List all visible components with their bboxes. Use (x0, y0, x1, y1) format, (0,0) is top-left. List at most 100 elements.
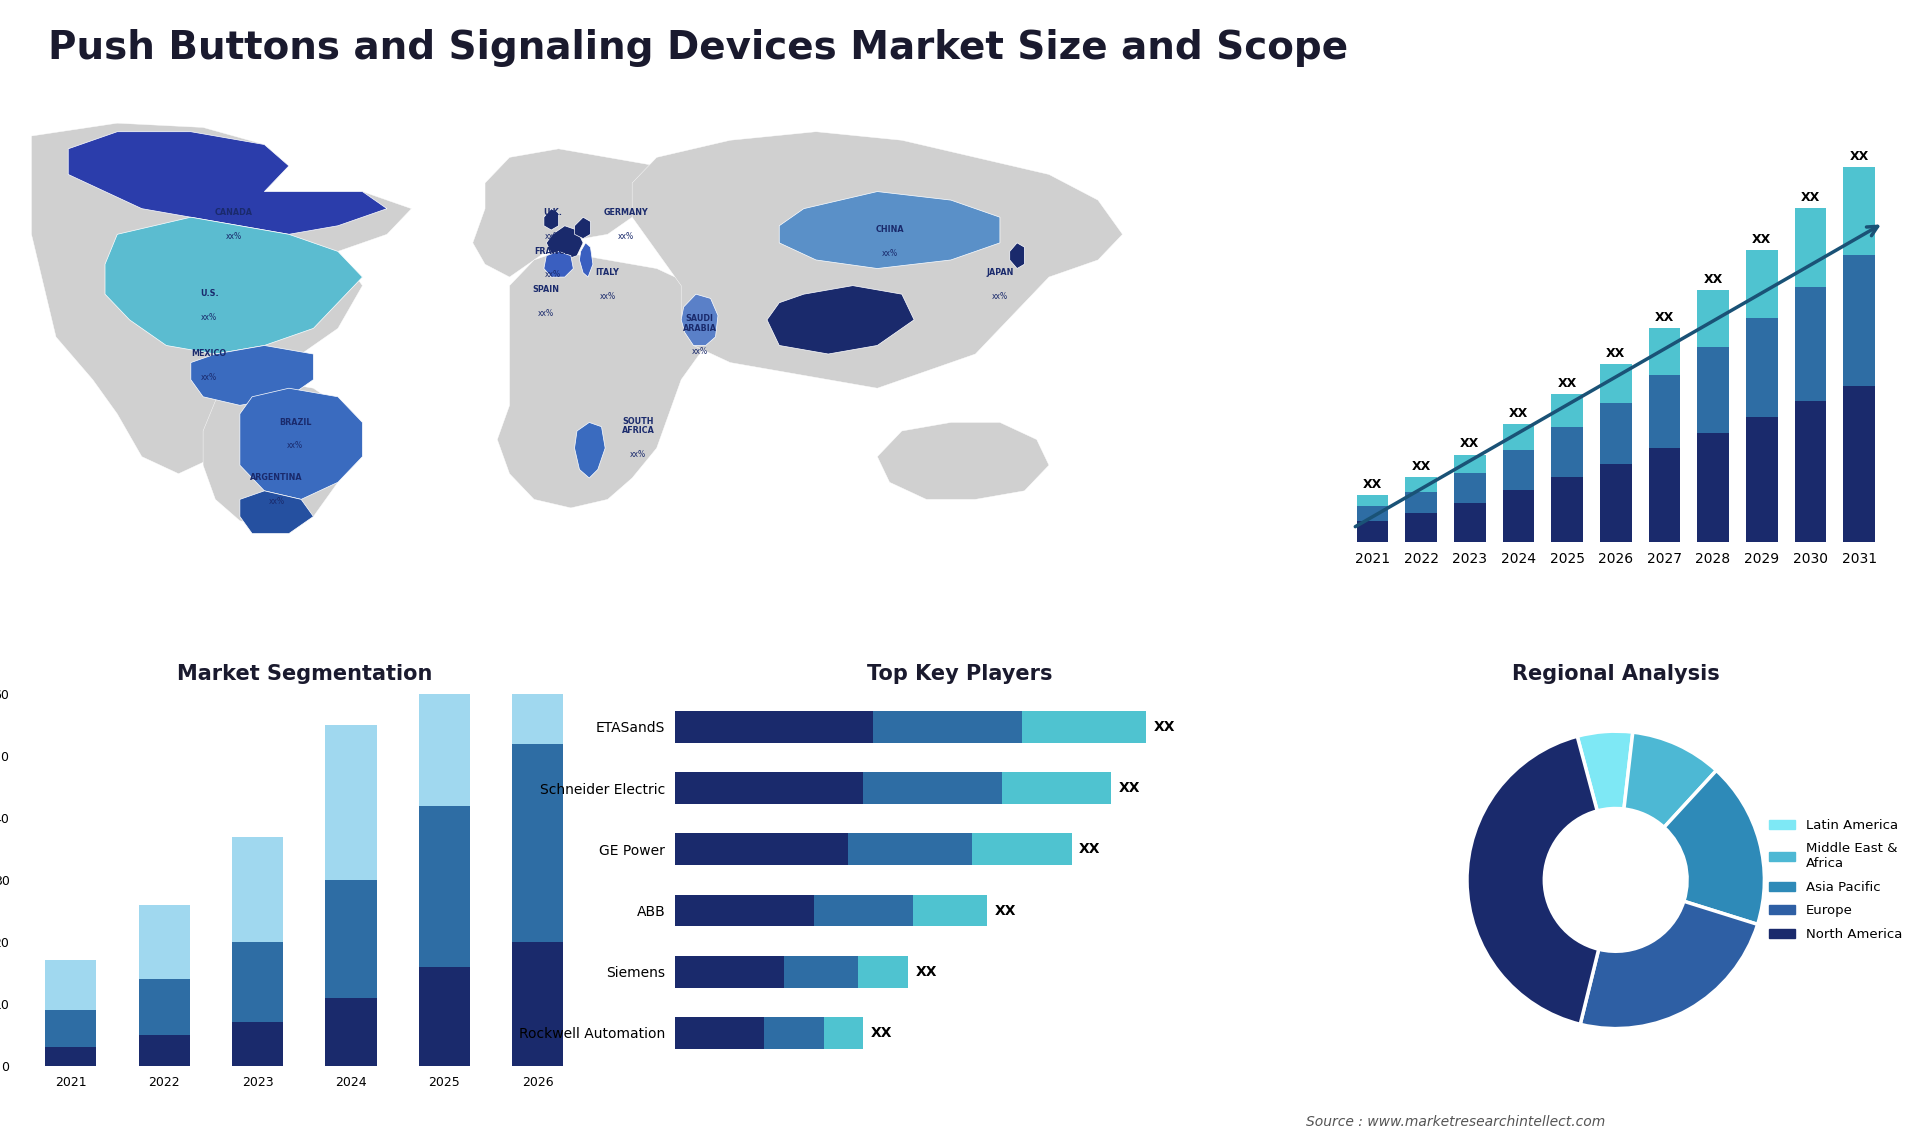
Bar (1453, 455, 1486, 473)
Polygon shape (497, 251, 707, 508)
Text: xx%: xx% (691, 347, 708, 356)
Title: Top Key Players: Top Key Players (868, 665, 1052, 684)
Bar (1453, 473, 1486, 502)
Text: xx%: xx% (202, 372, 217, 382)
Bar (1745, 317, 1778, 417)
Bar (419, 595, 470, 806)
Bar (874, 711, 1021, 743)
Bar (138, 979, 190, 1035)
Polygon shape (547, 226, 584, 260)
Text: XX: XX (1703, 273, 1722, 285)
Bar (764, 1017, 824, 1049)
Bar (676, 772, 864, 804)
Polygon shape (574, 218, 591, 238)
Bar (513, 744, 563, 942)
Text: xx%: xx% (202, 313, 217, 322)
Bar (1599, 403, 1632, 464)
Text: CANADA: CANADA (215, 209, 253, 218)
Bar (513, 484, 563, 744)
Text: XX: XX (1753, 233, 1772, 246)
Bar (419, 966, 470, 1066)
Bar (676, 1017, 764, 1049)
Text: xx%: xx% (630, 449, 647, 458)
Text: XX: XX (1655, 312, 1674, 324)
Bar (1745, 250, 1778, 317)
Bar (232, 1022, 284, 1066)
Text: Source : www.marketresearchintellect.com: Source : www.marketresearchintellect.com (1306, 1115, 1605, 1129)
Wedge shape (1624, 732, 1716, 827)
Text: CHINA: CHINA (876, 226, 904, 234)
Title: Regional Analysis: Regional Analysis (1511, 665, 1720, 684)
Polygon shape (1010, 243, 1025, 268)
Bar (513, 942, 563, 1066)
Bar (1599, 464, 1632, 542)
Text: ARGENTINA: ARGENTINA (250, 473, 303, 482)
Bar (1357, 505, 1388, 521)
Polygon shape (580, 243, 593, 277)
Bar (324, 725, 376, 880)
Bar (44, 1047, 96, 1066)
Bar (1697, 347, 1728, 433)
Polygon shape (69, 132, 388, 234)
Legend: Latin America, Middle East &
Africa, Asia Pacific, Europe, North America: Latin America, Middle East & Africa, Asi… (1764, 814, 1907, 947)
Text: xx%: xx% (618, 231, 634, 241)
Wedge shape (1580, 901, 1757, 1029)
Text: XX: XX (1459, 438, 1478, 450)
Bar (676, 711, 874, 743)
Text: XX: XX (916, 965, 937, 979)
Text: xx%: xx% (269, 497, 284, 505)
Bar (1649, 448, 1680, 542)
Bar (44, 1010, 96, 1047)
Bar (824, 1017, 864, 1049)
Bar (1551, 478, 1582, 542)
Bar (849, 833, 972, 865)
Text: xx%: xx% (227, 231, 242, 241)
Text: SPAIN: SPAIN (534, 285, 561, 295)
Bar (1843, 386, 1876, 542)
Polygon shape (31, 123, 411, 473)
Text: XX: XX (1557, 377, 1576, 390)
Text: XX: XX (1849, 150, 1868, 163)
Polygon shape (682, 295, 718, 345)
Text: XX: XX (872, 1026, 893, 1039)
Text: GERMANY: GERMANY (603, 209, 649, 218)
Text: xx%: xx% (881, 249, 899, 258)
Bar (1453, 502, 1486, 542)
Bar (232, 837, 284, 942)
Title: Market Segmentation: Market Segmentation (177, 665, 432, 684)
Text: BRAZIL: BRAZIL (278, 417, 311, 426)
Bar (44, 960, 96, 1010)
Text: xx%: xx% (599, 291, 616, 300)
Polygon shape (543, 251, 574, 277)
Text: XX: XX (1411, 461, 1430, 473)
Text: XX: XX (1363, 478, 1382, 490)
Text: SAUDI
ARABIA: SAUDI ARABIA (684, 314, 716, 332)
Bar (1021, 711, 1146, 743)
Bar (1503, 490, 1534, 542)
Bar (676, 833, 849, 865)
Bar (1599, 363, 1632, 403)
Text: Push Buttons and Signaling Devices Market Size and Scope: Push Buttons and Signaling Devices Marke… (48, 29, 1348, 66)
Polygon shape (766, 285, 914, 354)
Text: SOUTH
AFRICA: SOUTH AFRICA (622, 416, 655, 435)
Bar (1795, 401, 1826, 542)
Polygon shape (106, 218, 363, 354)
Text: XX: XX (1154, 720, 1175, 733)
Text: xx%: xx% (286, 441, 303, 450)
Text: xx%: xx% (839, 338, 854, 347)
Bar (1745, 417, 1778, 542)
Polygon shape (632, 132, 1123, 388)
Text: XX: XX (1607, 346, 1626, 360)
Bar (1843, 256, 1876, 386)
Bar (324, 998, 376, 1066)
Polygon shape (472, 149, 682, 277)
Text: xx%: xx% (538, 308, 555, 317)
Text: xx%: xx% (545, 231, 561, 241)
Bar (138, 904, 190, 979)
Bar (676, 895, 814, 926)
Polygon shape (240, 490, 313, 534)
Bar (912, 895, 987, 926)
Text: XX: XX (1509, 407, 1528, 421)
Bar (1503, 450, 1534, 490)
Bar (814, 895, 912, 926)
